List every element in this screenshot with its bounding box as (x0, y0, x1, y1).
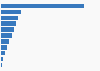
Bar (1, 10, 21, 14)
Bar (1, 16, 18, 20)
Bar (1, 45, 7, 49)
Bar (1, 39, 9, 44)
Bar (1, 4, 84, 8)
Bar (1, 51, 5, 55)
Bar (1, 27, 14, 32)
Bar (1, 22, 16, 26)
Bar (1, 57, 3, 61)
Bar (1, 33, 12, 38)
Bar (1, 63, 2, 67)
